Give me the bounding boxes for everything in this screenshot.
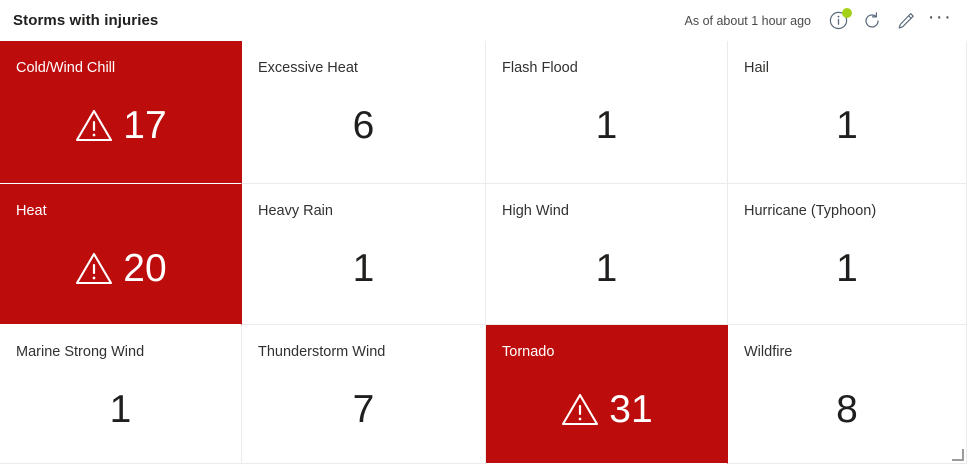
tile-cold-wind-chill[interactable]: Cold/Wind Chill 17 (0, 41, 242, 184)
tile-value-row: 1 (728, 96, 966, 154)
info-circle-icon[interactable] (823, 6, 853, 36)
tile-heat[interactable]: Heat 20 (0, 184, 242, 325)
tile-value: 1 (352, 246, 375, 290)
more-options-icon[interactable]: ··· (927, 5, 953, 28)
tile-excessive-heat[interactable]: Excessive Heat 6 (242, 41, 486, 184)
tile-value-row: 1 (486, 239, 727, 297)
warning-triangle-icon (76, 109, 113, 141)
tile-label: Thunderstorm Wind (258, 344, 386, 360)
tile-value-row: 7 (242, 380, 485, 438)
tile-value: 7 (352, 387, 375, 431)
tile-value: 1 (109, 387, 132, 431)
page-title: Storms with injuries (13, 12, 159, 29)
tile-label: Hail (744, 60, 769, 76)
tile-marine-strong-wind[interactable]: Marine Strong Wind 1 (0, 325, 242, 464)
tile-value-row: 31 (486, 380, 727, 438)
tile-heavy-rain[interactable]: Heavy Rain 1 (242, 184, 486, 325)
resize-handle-vertical-bar (962, 449, 964, 461)
tile-value-row: 1 (486, 96, 727, 154)
tile-value-row: 17 (0, 96, 241, 154)
refresh-icon[interactable] (857, 6, 887, 36)
as-of-timestamp: As of about 1 hour ago (684, 13, 811, 28)
tile-value: 1 (595, 103, 618, 147)
tile-label: High Wind (502, 203, 569, 219)
tile-label: Cold/Wind Chill (16, 60, 116, 76)
tile-hurricane-typhoon[interactable]: Hurricane (Typhoon) 1 (728, 184, 967, 325)
warning-triangle-icon (562, 393, 599, 425)
tile-label: Excessive Heat (258, 60, 358, 76)
tile-flash-flood[interactable]: Flash Flood 1 (486, 41, 728, 184)
tile-high-wind[interactable]: High Wind 1 (486, 184, 728, 325)
tile-value: 17 (123, 103, 167, 147)
tile-thunderstorm-wind[interactable]: Thunderstorm Wind 7 (242, 325, 486, 464)
tile-label: Heavy Rain (258, 203, 333, 219)
tile-label: Marine Strong Wind (16, 344, 145, 360)
tile-value-row: 6 (242, 96, 485, 154)
dashboard-header: Storms with injuries As of about 1 hour … (0, 0, 967, 41)
tile-value: 31 (609, 387, 653, 431)
tile-value: 20 (123, 246, 167, 290)
tile-value-row: 8 (728, 380, 966, 438)
pencil-edit-icon[interactable] (891, 6, 921, 36)
tile-value-row: 20 (0, 239, 241, 297)
tile-label: Wildfire (744, 344, 793, 360)
warning-triangle-icon (76, 252, 113, 284)
tile-label: Flash Flood (502, 60, 578, 76)
header-actions: As of about 1 hour ago ··· (685, 0, 957, 41)
resize-handle[interactable] (952, 449, 964, 461)
resize-handle-horizontal-bar (952, 459, 964, 461)
tile-label: Heat (16, 203, 47, 219)
tile-value: 8 (836, 387, 858, 431)
tile-value: 1 (836, 103, 858, 147)
tile-value-row: 1 (242, 239, 485, 297)
tile-value: 6 (352, 103, 375, 147)
tile-hail[interactable]: Hail 1 (728, 41, 967, 184)
tile-wildfire[interactable]: Wildfire 8 (728, 325, 967, 464)
tile-value-row: 1 (728, 239, 966, 297)
tile-label: Hurricane (Typhoon) (744, 203, 877, 219)
tile-value: 1 (836, 246, 858, 290)
storm-tile-grid: Cold/Wind Chill 17 Excessive Heat 6 Flas… (0, 41, 967, 464)
info-badge-dot (842, 7, 852, 18)
tile-label: Tornado (502, 344, 555, 360)
tile-value-row: 1 (0, 380, 241, 438)
tile-tornado[interactable]: Tornado 31 (486, 325, 728, 464)
tile-value: 1 (595, 246, 618, 290)
